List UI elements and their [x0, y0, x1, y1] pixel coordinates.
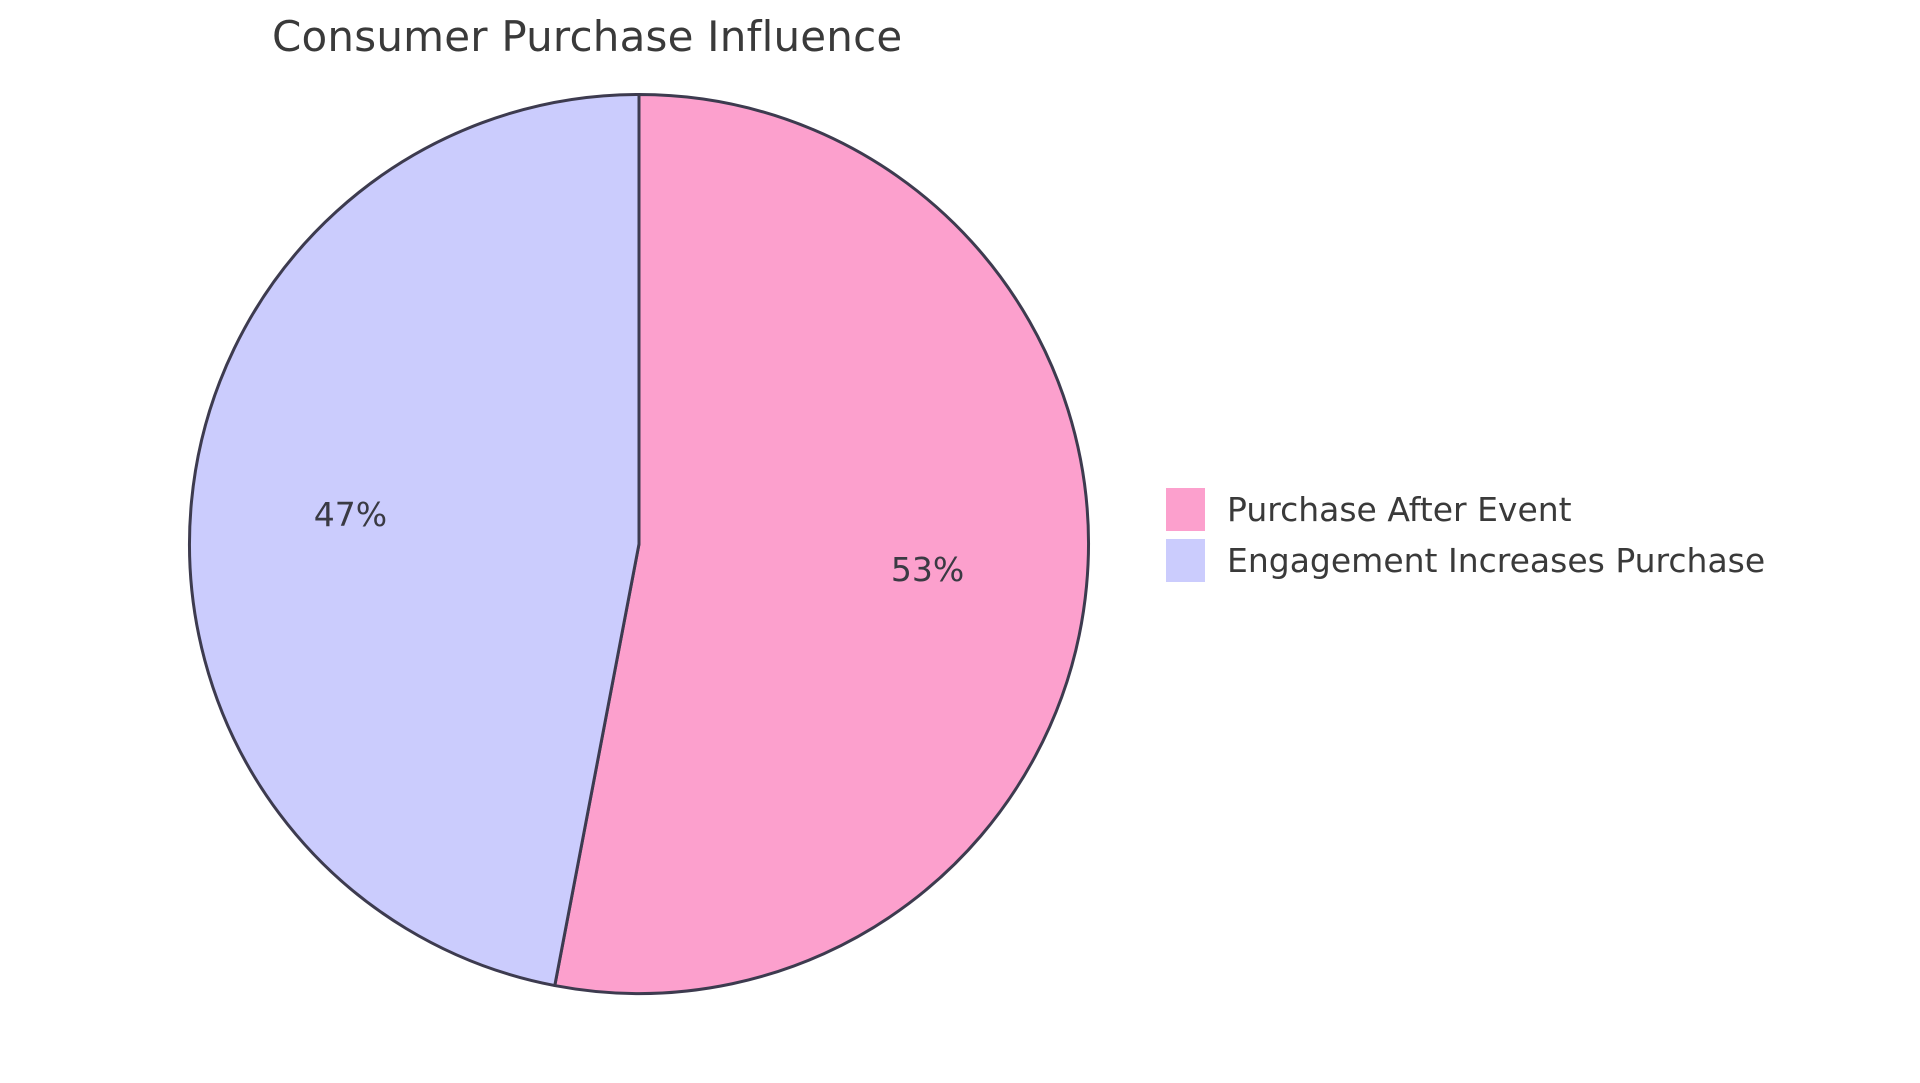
pie-slice-purchase-after-event[interactable]: [553, 93, 1090, 995]
pie-svg: 53% 47%: [188, 93, 1090, 995]
chart-legend: Purchase After Event Engagement Increase…: [1166, 487, 1765, 582]
pie-slice-engagement-increases-purchase[interactable]: [188, 93, 641, 988]
legend-label-1: Engagement Increases Purchase: [1227, 540, 1766, 580]
legend-swatch-icon-1: [1166, 538, 1205, 582]
legend-item-engagement-increases-purchase[interactable]: Engagement Increases Purchase: [1166, 538, 1765, 582]
legend-label-0: Purchase After Event: [1227, 489, 1572, 529]
pie-slice-label-47: 47%: [314, 495, 387, 534]
page-title: Consumer Purchase Influence: [272, 12, 903, 61]
pie-slice-label-53: 53%: [891, 550, 964, 589]
legend-item-purchase-after-event[interactable]: Purchase After Event: [1166, 487, 1765, 531]
legend-swatch-icon-0: [1166, 487, 1205, 531]
pie-chart-area: 53% 47%: [188, 93, 1090, 995]
